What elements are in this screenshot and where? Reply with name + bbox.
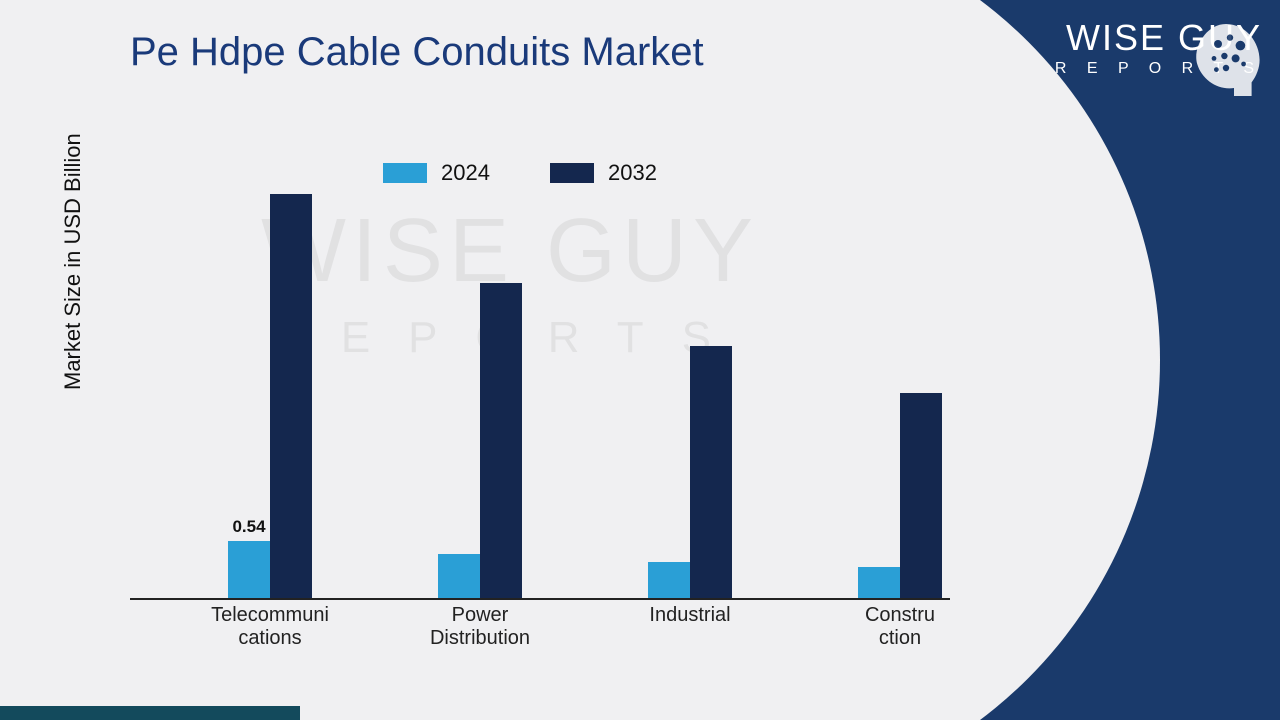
bar-group (400, 283, 560, 598)
bar-2024 (648, 562, 690, 598)
category-label: PowerDistribution (400, 604, 560, 650)
bar-group (820, 393, 980, 598)
bar-value-label: 0.54 (232, 517, 265, 537)
chart-title: Pe Hdpe Cable Conduits Market (130, 30, 704, 75)
plot-area: 0.54TelecommunicationsPowerDistributionI… (130, 180, 950, 600)
bar-2032 (690, 346, 732, 598)
bar-2032 (270, 194, 312, 598)
bottom-accent-strip (0, 706, 300, 720)
bar-group: 0.54 (190, 194, 350, 598)
bar-2024 (438, 554, 480, 598)
bar-chart: Market Size in USD Billion 2024 2032 0.5… (70, 180, 970, 660)
category-label: Industrial (610, 604, 770, 627)
bar-2032 (480, 283, 522, 598)
bar-2024 (858, 567, 900, 599)
category-label: Construction (820, 604, 980, 650)
brand-head-icon (1186, 20, 1266, 100)
brand-logo: WISE GUY R E P O R T S (1002, 20, 1262, 78)
bar-2024: 0.54 (228, 541, 270, 598)
bar-2032 (900, 393, 942, 598)
bar-group (610, 346, 770, 598)
category-label: Telecommunications (190, 604, 350, 650)
